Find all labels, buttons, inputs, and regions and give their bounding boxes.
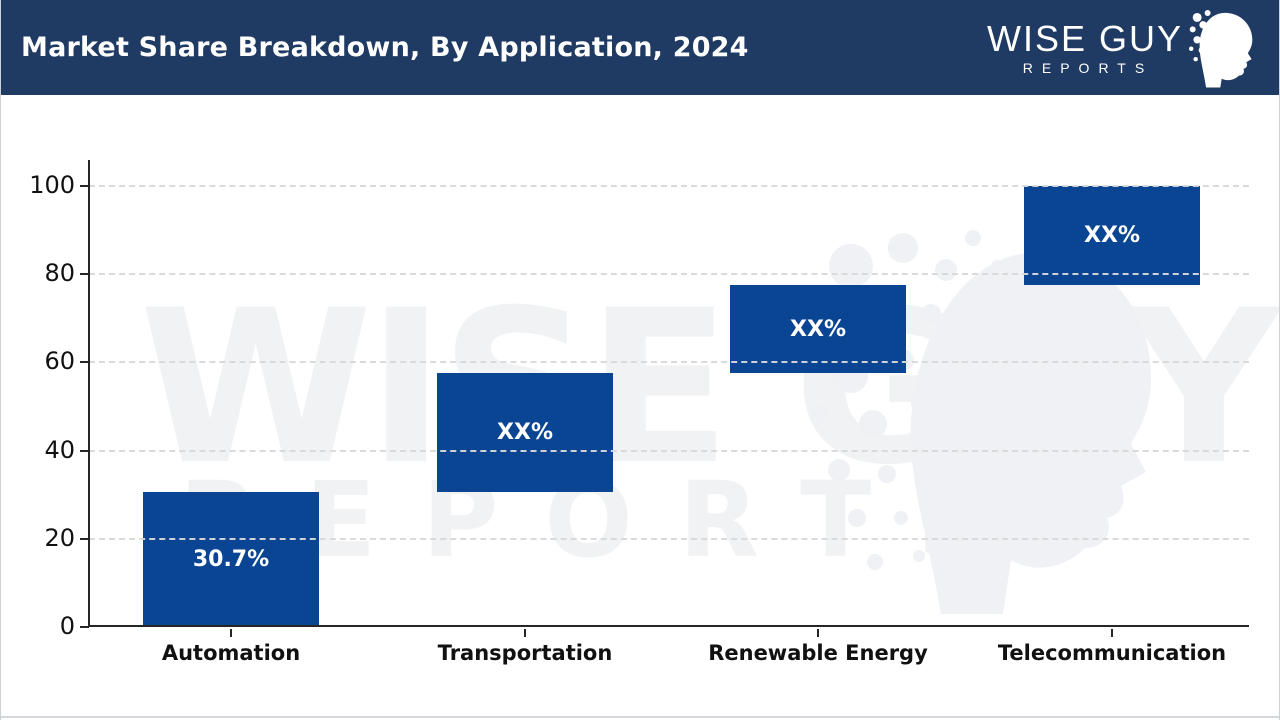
y-tick-40 — [80, 449, 89, 452]
waterfall-bar-3: XX% — [1024, 186, 1200, 286]
bar-value-label: 30.7% — [192, 546, 270, 572]
gridline-80 — [89, 273, 1249, 276]
waterfall-bar-0: 30.7% — [143, 491, 319, 627]
gridline-20 — [89, 537, 1249, 540]
x-category-label-1: Transportation — [437, 641, 613, 665]
gridline-40 — [89, 449, 1249, 452]
header-bar: Market Share Breakdown, By Application, … — [1, 0, 1279, 95]
waterfall-chart: 30.7% XX% XX% XX% 0 20 40 60 80 100 Automation Tran… — [1, 95, 1279, 720]
y-tick-label-60: 60 — [44, 347, 75, 376]
x-tick-0 — [230, 629, 232, 637]
x-axis-line — [88, 625, 1249, 627]
x-tick-3 — [1111, 629, 1113, 637]
gridline-60 — [89, 361, 1249, 364]
y-tick-20 — [80, 537, 89, 540]
gridline-100 — [89, 185, 1249, 187]
y-tick-60 — [80, 361, 89, 364]
waterfall-bar-1: XX% — [437, 373, 613, 492]
y-tick-0 — [80, 626, 89, 628]
x-category-label-2: Renewable Energy — [708, 641, 928, 665]
x-tick-2 — [817, 629, 819, 637]
y-axis-line — [88, 160, 90, 627]
brand-logo: WISE GUY REPORTS — [987, 0, 1263, 95]
bar-value-label: XX% — [790, 316, 846, 342]
x-tick-1 — [524, 629, 526, 637]
x-category-label-0: Automation — [161, 641, 301, 665]
x-category-label-3: Telecommunication — [997, 641, 1227, 665]
brand-logo-text: WISE GUY REPORTS — [986, 17, 1183, 76]
y-tick-100 — [80, 185, 89, 187]
bar-value-label: XX% — [1084, 223, 1140, 249]
page-bottom-border — [1, 716, 1279, 718]
y-tick-label-100: 100 — [29, 171, 75, 199]
y-tick-80 — [80, 273, 89, 276]
brand-name: WISE GUY — [986, 17, 1183, 59]
y-tick-label-80: 80 — [44, 259, 75, 288]
bar-value-label: XX% — [497, 420, 553, 446]
y-tick-label-0: 0 — [59, 612, 75, 640]
y-tick-label-20: 20 — [44, 523, 75, 552]
page-title: Market Share Breakdown, By Application, … — [21, 32, 749, 63]
y-tick-label-40: 40 — [44, 435, 75, 464]
brand-subtitle: REPORTS — [1022, 59, 1154, 76]
waterfall-bar-2: XX% — [730, 285, 906, 374]
brand-face-icon — [1188, 9, 1253, 88]
